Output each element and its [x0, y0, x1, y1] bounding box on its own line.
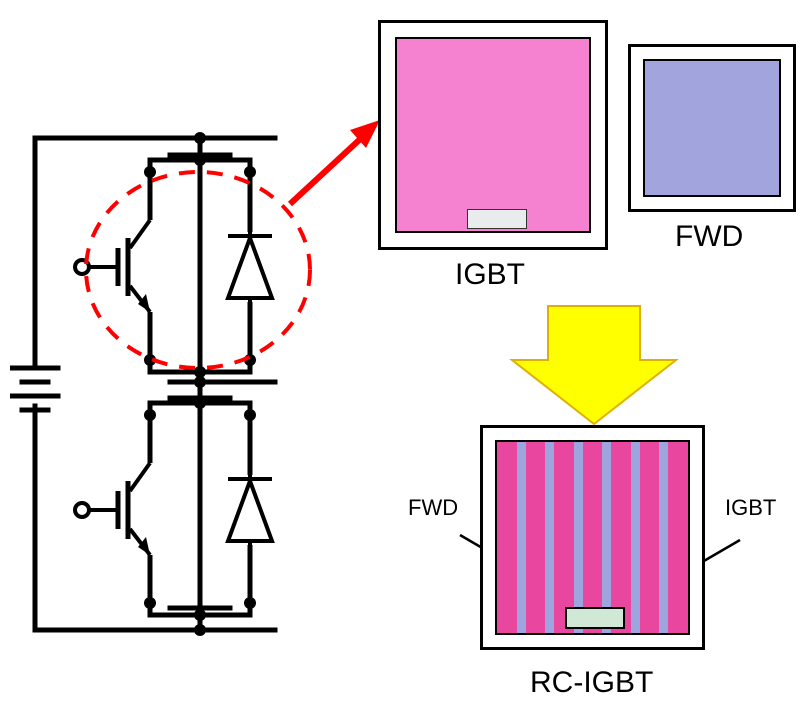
rc-igbt-chip — [480, 425, 705, 650]
upper-device-group — [75, 154, 272, 378]
fwd-left-label: FWD — [408, 495, 458, 521]
rc-igbt-label: RC-IGBT — [530, 666, 653, 700]
lower-device-group — [75, 397, 272, 621]
yellow-arrow-icon — [512, 306, 676, 424]
fwd-chip — [628, 44, 796, 212]
igbt-chip — [378, 20, 608, 250]
fwd-top-label: FWD — [675, 220, 743, 254]
igbt-right-label: IGBT — [725, 495, 776, 521]
diagram-root: IGBT FWD FWD IGBT RC-IGBT — [0, 0, 800, 726]
igbt-top-label: IGBT — [455, 258, 525, 292]
circuit-schematic — [10, 110, 330, 660]
